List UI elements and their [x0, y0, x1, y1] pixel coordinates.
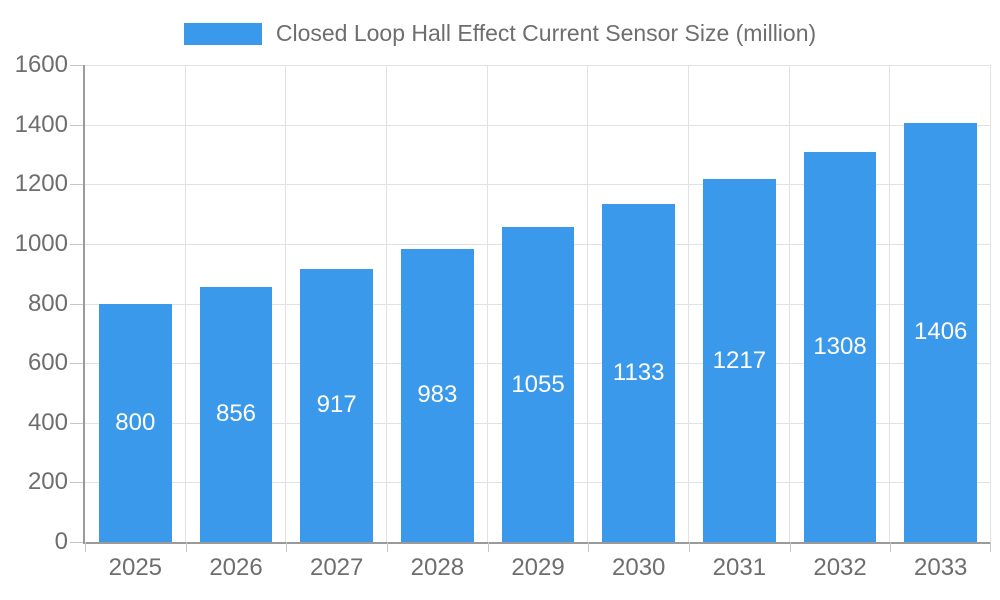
x-tick-label: 2032	[813, 554, 867, 581]
bar-value-label: 983	[417, 381, 458, 409]
legend-swatch	[183, 22, 262, 45]
bar-slot: 1055	[488, 65, 589, 542]
v-gridline	[486, 65, 488, 542]
y-tick-label: 0	[54, 528, 68, 555]
legend-label: Closed Loop Hall Effect Current Sensor S…	[275, 20, 817, 46]
x-tick-mark	[286, 542, 288, 552]
bar-2032: 1308	[803, 152, 877, 542]
x-tick-mark	[890, 542, 892, 552]
bar-slot: 800	[85, 65, 186, 542]
x-axis-line	[83, 542, 991, 544]
v-gridline	[788, 65, 790, 542]
bar-2029: 1055	[501, 227, 575, 542]
bar-value-label: 856	[215, 400, 257, 428]
bar-slot: 1217	[689, 65, 790, 542]
x-tick-label: 2031	[712, 554, 767, 581]
y-axis-labels: 0 200 400 600 800 1000 1200 1400 1600	[0, 51, 68, 555]
y-tick-mark	[70, 422, 83, 424]
y-tick-mark	[70, 65, 83, 66]
y-tick-mark	[70, 542, 83, 543]
y-tick-mark	[70, 482, 83, 484]
bar-value-label: 1406	[914, 318, 968, 346]
h-gridline	[85, 65, 991, 66]
v-gridline	[184, 65, 186, 542]
y-tick-mark	[70, 243, 83, 245]
bar-value-label: 917	[316, 391, 357, 419]
h-gridline	[85, 184, 991, 186]
bar-slot: 1133	[588, 65, 689, 542]
x-tick-mark	[588, 542, 590, 552]
y-tick-mark	[70, 184, 83, 186]
x-tick-mark	[688, 542, 690, 552]
bar-slot: 983	[387, 65, 488, 542]
chart-legend[interactable]: Closed Loop Hall Effect Current Sensor S…	[0, 20, 1000, 47]
y-tick-label: 600	[27, 349, 68, 377]
x-tick-label: 2027	[309, 554, 364, 581]
bar-value-label: 1055	[511, 370, 565, 398]
bar-2033: 1406	[904, 122, 977, 542]
bar-2027: 917	[300, 268, 373, 542]
bar-2030: 1133	[602, 204, 675, 542]
v-gridline	[385, 65, 387, 542]
x-tick-mark	[990, 542, 991, 552]
bar-value-label: 1133	[612, 359, 665, 387]
x-tick-label: 2033	[914, 554, 968, 581]
x-tick-mark	[85, 542, 86, 552]
y-tick-mark	[70, 124, 83, 126]
bar-2026: 856	[199, 286, 273, 542]
x-tick-label: 2029	[511, 554, 565, 581]
bar-2031: 1217	[703, 179, 776, 542]
y-axis-line	[83, 65, 85, 544]
v-gridline	[587, 65, 589, 542]
x-tick-label: 2030	[612, 554, 666, 581]
x-tick-mark	[789, 542, 791, 552]
y-tick-label: 1000	[14, 229, 68, 257]
y-tick-mark	[70, 363, 83, 365]
x-tick-mark	[185, 542, 187, 552]
y-tick-label: 1600	[14, 51, 68, 78]
v-gridline	[990, 65, 991, 542]
bar-value-label: 1308	[813, 333, 867, 361]
x-tick-mark	[386, 542, 388, 552]
y-tick-label: 200	[27, 468, 68, 496]
bar-2028: 983	[401, 248, 474, 542]
bar-series: 800 856 917 983 1055 1133 1217 1308 1406	[85, 65, 991, 542]
y-tick-mark	[70, 303, 83, 305]
bar-slot: 1308	[790, 65, 891, 542]
y-tick-label: 1200	[14, 170, 68, 198]
h-gridline	[85, 124, 991, 126]
v-gridline	[285, 65, 287, 542]
x-tick-mark	[487, 542, 489, 552]
x-tick-label: 2025	[108, 554, 163, 581]
bar-slot: 1406	[890, 65, 991, 542]
plot-area: 800 856 917 983 1055 1133 1217 1308 1406	[70, 65, 991, 552]
bar-value-label: 800	[115, 408, 156, 436]
bar-value-label: 1217	[712, 346, 767, 374]
x-tick-label: 2026	[209, 554, 263, 581]
v-gridline	[889, 65, 891, 542]
bar-slot: 856	[186, 65, 287, 542]
y-tick-label: 1400	[14, 110, 68, 138]
bar-slot: 917	[286, 65, 387, 542]
y-tick-label: 800	[27, 289, 68, 317]
v-gridline	[687, 65, 689, 542]
y-tick-label: 400	[27, 408, 68, 436]
bar-2025: 800	[99, 303, 172, 542]
x-axis-labels: 2025 2026 2027 2028 2029 2030 2031 2032 2033	[85, 554, 991, 582]
x-tick-label: 2028	[410, 554, 465, 581]
